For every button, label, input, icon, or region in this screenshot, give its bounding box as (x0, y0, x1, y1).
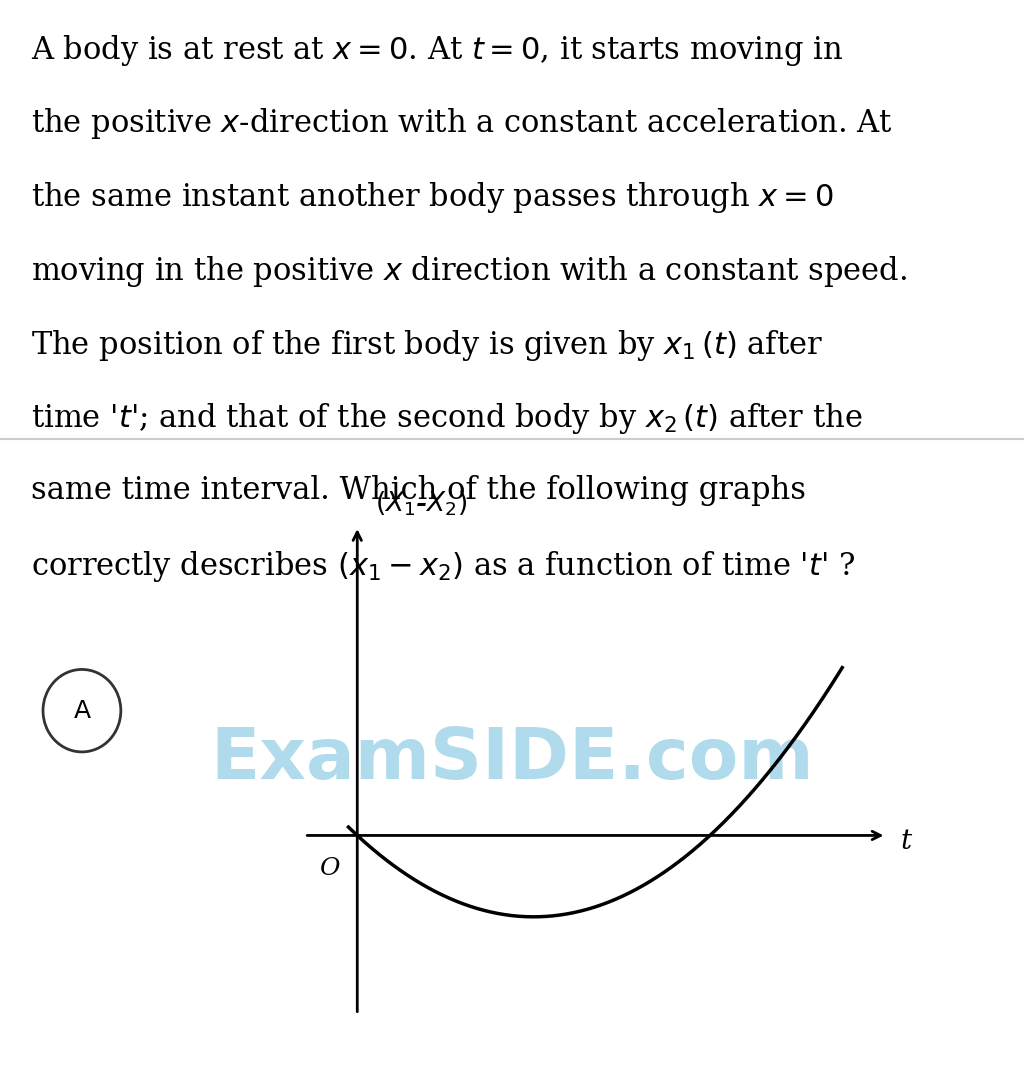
Text: t: t (900, 829, 911, 855)
Text: the same instant another body passes through $x = 0$: the same instant another body passes thr… (31, 180, 834, 215)
Text: O: O (318, 856, 339, 880)
Text: moving in the positive $x$ direction with a constant speed.: moving in the positive $x$ direction wit… (31, 254, 907, 289)
Text: same time interval. Which of the following graphs: same time interval. Which of the followi… (31, 475, 806, 507)
Text: A body is at rest at $x = 0$. At $t = 0$, it starts moving in: A body is at rest at $x = 0$. At $t = 0$… (31, 33, 843, 67)
Text: time '$t$'; and that of the second body by $x_2\,(t)$ after the: time '$t$'; and that of the second body … (31, 401, 862, 436)
Text: ExamSIDE.com: ExamSIDE.com (210, 725, 814, 794)
Text: $(X_1$-$X_2)$: $(X_1$-$X_2)$ (375, 489, 467, 518)
Text: A: A (74, 699, 90, 723)
Text: The position of the first body is given by $x_1\,(t)$ after: The position of the first body is given … (31, 328, 822, 362)
Text: correctly describes $(x_1 - x_2)$ as a function of time '$t$' ?: correctly describes $(x_1 - x_2)$ as a f… (31, 549, 855, 584)
Text: the positive $x$-direction with a constant acceleration. At: the positive $x$-direction with a consta… (31, 106, 892, 141)
